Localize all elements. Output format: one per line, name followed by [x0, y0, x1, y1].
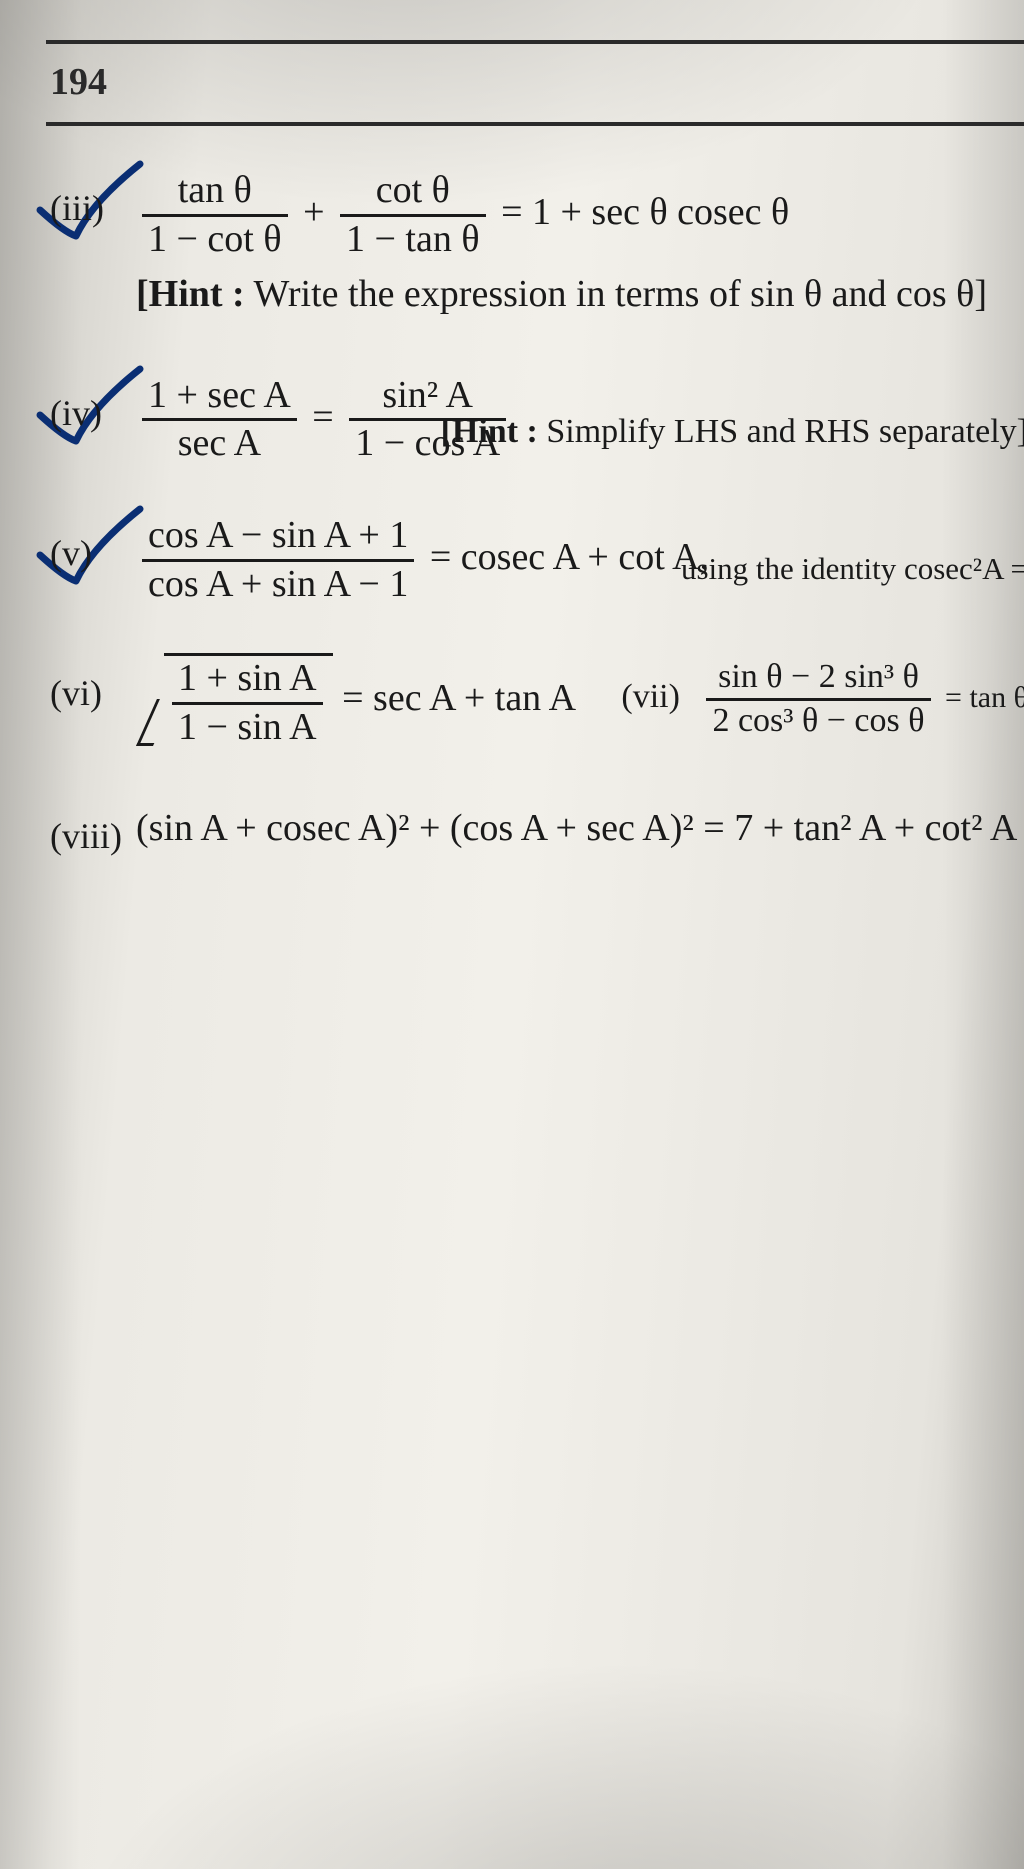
- denominator: cos A + sin A − 1: [142, 562, 414, 608]
- item-label: (v): [50, 523, 92, 584]
- equation-rhs: = sec A + tan A: [342, 677, 576, 719]
- problem-iv: (iv) 1 + sec A sec A = sin² A 1 − cos A …: [50, 373, 1024, 467]
- denominator: sec A: [142, 421, 297, 467]
- fraction: cos A − sin A + 1 cos A + sin A − 1: [142, 513, 414, 607]
- problem-iii: (iii) tan θ 1 − cot θ + cot θ 1 − tan θ …: [50, 168, 1024, 327]
- hint-block: [Hint : Simplify LHS and RHS separately]: [441, 403, 1024, 461]
- hint-label: [Hint :: [136, 273, 245, 315]
- sqrt-expression: 1 + sin A 1 − sin A: [136, 653, 333, 750]
- fraction: sin θ − 2 sin³ θ 2 cos³ θ − cos θ: [706, 657, 930, 742]
- fraction: 1 + sec A sec A: [142, 373, 297, 467]
- equals-sign: =: [312, 396, 333, 438]
- bottom-rule: [46, 122, 1024, 126]
- numerator: cos A − sin A + 1: [142, 513, 414, 562]
- page-number: 194: [50, 60, 107, 104]
- problem-vii: (vii) sin θ − 2 sin³ θ 2 cos³ θ − cos θ …: [621, 657, 1024, 742]
- denominator: 2 cos³ θ − cos θ: [706, 701, 930, 742]
- denominator: 1 − cot θ: [142, 217, 288, 263]
- item-label: (iv): [50, 383, 102, 444]
- equation-rhs: = tan θ: [945, 681, 1024, 714]
- numerator: 1 + sec A: [142, 373, 297, 422]
- numerator: tan θ: [142, 168, 288, 217]
- problem-v: (v) cos A − sin A + 1 cos A + sin A − 1 …: [50, 513, 1024, 607]
- textbook-page: 194 (iii) tan θ 1 − cot θ + cot θ 1 − ta…: [0, 0, 1024, 1869]
- hint-text: Write the expression in terms of sin θ a…: [245, 273, 987, 315]
- hint-label: [Hint :: [441, 413, 538, 450]
- fraction: cot θ 1 − tan θ: [340, 168, 486, 262]
- denominator: 1 − tan θ: [340, 217, 486, 263]
- problem-viii: (viii) (sin A + cosec A)² + (cos A + sec…: [50, 796, 1024, 861]
- item-label: (iii): [50, 178, 104, 239]
- equation-text: (sin A + cosec A)² + (cos A + sec A)² = …: [136, 807, 1017, 849]
- item-label: (viii): [50, 806, 122, 867]
- numerator: cot θ: [340, 168, 486, 217]
- numerator: 1 + sin A: [172, 656, 323, 705]
- item-label: (vi): [50, 663, 102, 724]
- plus-sign: +: [303, 191, 324, 233]
- item-label: (vii): [621, 678, 680, 715]
- equation-rhs: = cosec A + cot A,: [430, 536, 709, 578]
- denominator: 1 − sin A: [172, 705, 323, 751]
- fraction: 1 + sin A 1 − sin A: [172, 656, 323, 750]
- numerator: sin θ − 2 sin³ θ: [706, 657, 930, 701]
- fraction: tan θ 1 − cot θ: [142, 168, 288, 262]
- top-rule: [46, 40, 1024, 44]
- identity-text: using the identity cosec²A =: [681, 543, 1024, 596]
- equation-rhs: = 1 + sec θ cosec θ: [501, 191, 789, 233]
- problem-list: (iii) tan θ 1 − cot θ + cot θ 1 − tan θ …: [50, 168, 1024, 907]
- hint-text: Simplify LHS and RHS separately]: [538, 413, 1024, 450]
- problem-vi: (vi) 1 + sin A 1 − sin A = sec A + tan A…: [50, 653, 1024, 750]
